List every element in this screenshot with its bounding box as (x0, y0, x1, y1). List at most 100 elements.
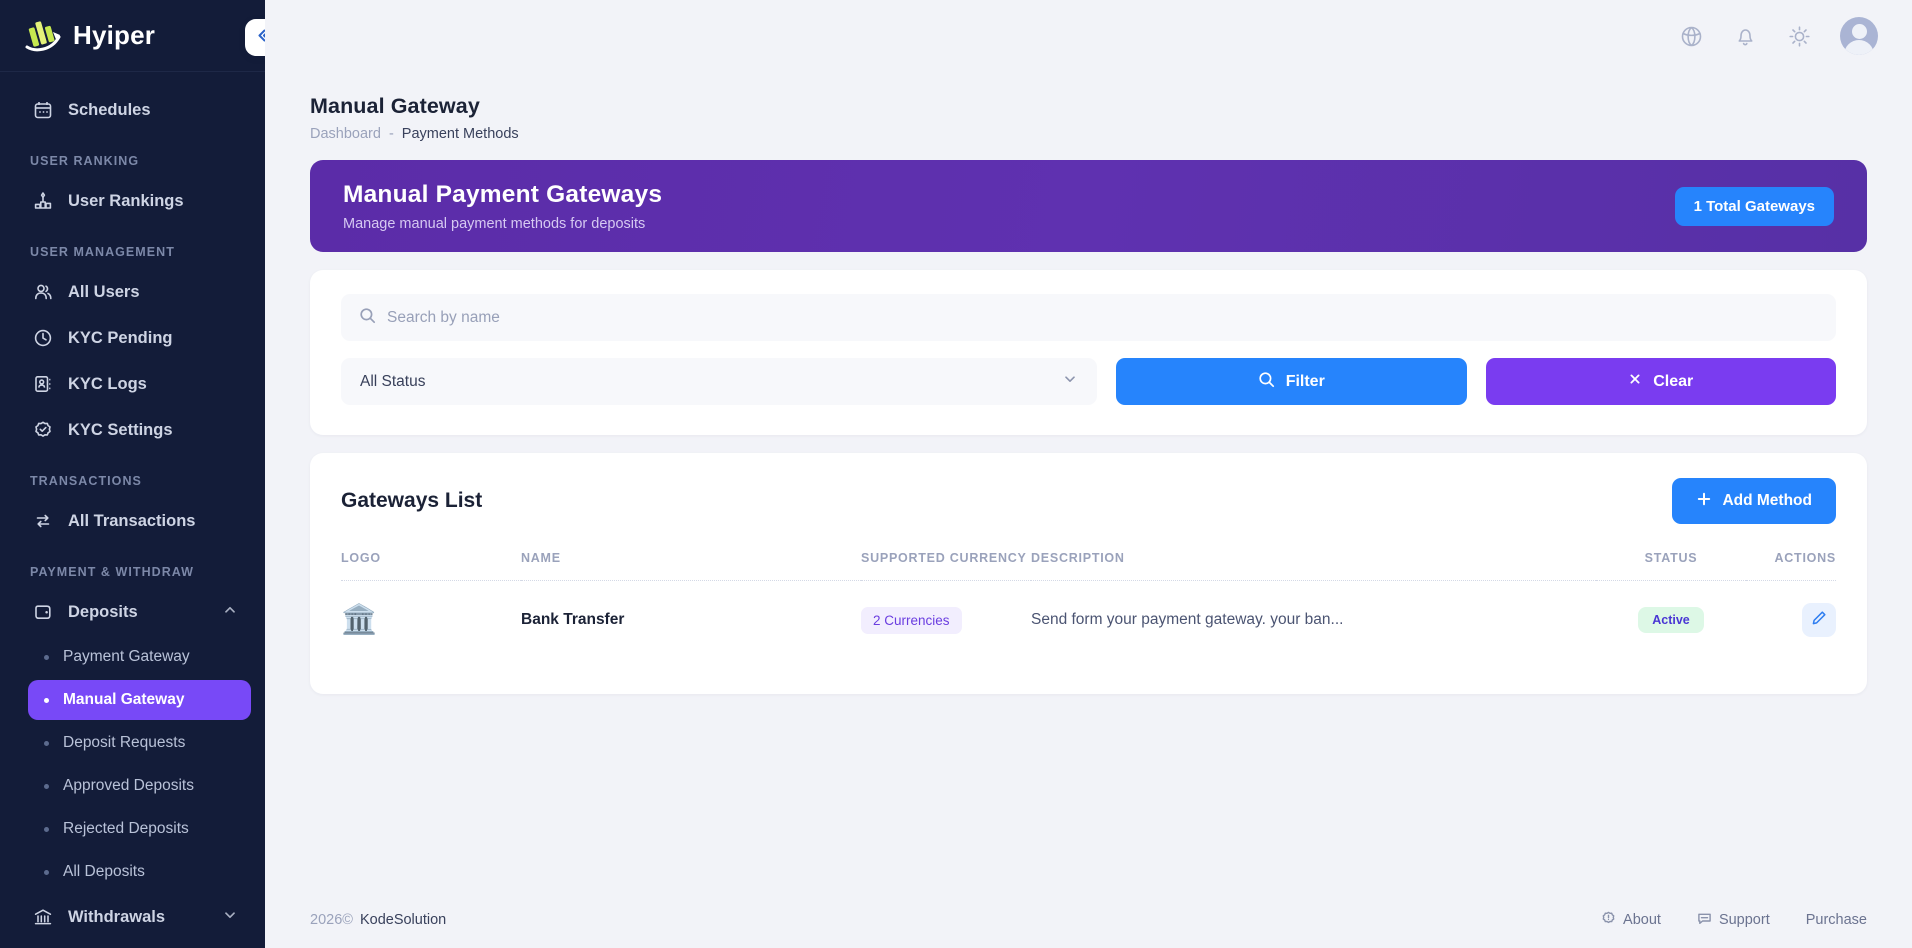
sidebar-item-label: Schedules (68, 100, 151, 119)
chevron-down-icon (1062, 371, 1078, 392)
column-header-logo: LOGO (341, 551, 521, 581)
top-bar (265, 0, 1912, 72)
sidebar-item-schedules[interactable]: Schedules (14, 88, 251, 132)
search-input[interactable] (387, 308, 1818, 327)
sidebar-item-label: KYC Logs (68, 374, 147, 393)
table-row[interactable]: 🏛️ Bank Transfer 2 Currencies Send form … (341, 581, 1836, 660)
footer-link-about[interactable]: About (1601, 911, 1661, 930)
banner-heading: Manual Payment Gateways (343, 180, 663, 208)
gateways-list-card: Gateways List Add Method LOGO NAME SUP (310, 453, 1867, 694)
sidebar-item-label: All Users (68, 282, 140, 301)
sidebar-item-user-rankings[interactable]: User Rankings (14, 179, 251, 223)
sidebar-nav: Schedules USER RANKING User Rankings USE… (0, 72, 265, 939)
search-icon (1258, 371, 1275, 393)
sun-icon[interactable] (1786, 23, 1812, 49)
footer-company: KodeSolution (359, 912, 447, 928)
sidebar-subitem-approved-deposits[interactable]: Approved Deposits (28, 766, 251, 806)
breadcrumb-current: Payment Methods (401, 126, 519, 142)
sidebar-section-payment-withdraw: PAYMENT & WITHDRAW (30, 565, 195, 579)
calendar-icon (32, 100, 53, 121)
add-method-label: Add Method (1722, 492, 1812, 509)
info-icon (1601, 911, 1616, 930)
close-icon (1628, 372, 1642, 391)
sidebar-subitem-label: Approved Deposits (63, 777, 194, 794)
chevron-up-icon (223, 603, 237, 622)
footer-copyright: 2026© KodeSolution (310, 912, 446, 928)
sidebar-item-withdrawals[interactable]: Withdrawals (14, 895, 251, 939)
list-header: Gateways List Add Method (341, 478, 1836, 524)
sidebar-subitem-label: Manual Gateway (63, 691, 185, 708)
sidebar-subitem-label: Rejected Deposits (63, 820, 189, 837)
id-card-icon (32, 374, 53, 395)
filter-button-label: Filter (1285, 372, 1325, 390)
sidebar-item-label: KYC Settings (68, 420, 173, 439)
gateway-logo: 🏛️ (341, 603, 378, 636)
sidebar-subitem-manual-gateway[interactable]: Manual Gateway (28, 680, 251, 720)
edit-pencil-icon (1811, 610, 1827, 631)
sidebar-item-deposits[interactable]: Deposits (14, 590, 251, 634)
sidebar-subitem-label: Payment Gateway (63, 648, 190, 665)
column-header-currency: SUPPORTED CURRENCY (861, 551, 1031, 581)
sidebar-item-kyc-logs[interactable]: KYC Logs (14, 362, 251, 406)
chevron-down-icon (223, 908, 237, 927)
footer-link-support[interactable]: Support (1697, 911, 1770, 930)
footer-links: About Support Purchase (1601, 911, 1867, 930)
avatar[interactable] (1840, 17, 1878, 55)
sidebar-item-kyc-settings[interactable]: KYC Settings (14, 408, 251, 452)
sidebar-section-user-management: USER MANAGEMENT (30, 245, 175, 259)
page-content: Manual Gateway Dashboard - Payment Metho… (265, 72, 1912, 892)
sidebar-item-kyc-pending[interactable]: KYC Pending (14, 316, 251, 360)
sidebar-subitem-all-deposits[interactable]: All Deposits (28, 852, 251, 892)
total-gateways-badge[interactable]: 1 Total Gateways (1674, 186, 1834, 226)
sidebar-subitem-rejected-deposits[interactable]: Rejected Deposits (28, 809, 251, 849)
column-header-description: DESCRIPTION (1031, 551, 1596, 581)
brand-logo-area[interactable]: Hyiper (0, 0, 265, 72)
sidebar-item-label: KYC Pending (68, 328, 173, 347)
bullet-icon (44, 869, 49, 875)
page-banner: Manual Payment Gateways Manage manual pa… (310, 160, 1867, 252)
sidebar-collapse-button[interactable] (245, 19, 265, 56)
table-header-row: LOGO NAME SUPPORTED CURRENCY DESCRIPTION… (341, 551, 1836, 581)
banner-text: Manual Payment Gateways Manage manual pa… (343, 181, 662, 232)
status-select-value: All Status (360, 372, 426, 390)
sidebar-item-all-transactions[interactable]: All Transactions (14, 499, 251, 543)
clear-button[interactable]: Clear (1485, 358, 1836, 405)
column-header-name: NAME (521, 551, 861, 581)
page-title: Manual Gateway (310, 94, 480, 118)
bell-icon[interactable] (1732, 23, 1758, 49)
clear-button-label: Clear (1653, 372, 1694, 390)
footer-year: 2026© (310, 912, 353, 928)
gateway-name: Bank Transfer (521, 611, 625, 628)
sidebar-item-all-users[interactable]: All Users (14, 270, 251, 314)
bullet-icon (44, 697, 49, 703)
breadcrumb-root[interactable]: Dashboard (310, 126, 381, 142)
exchange-icon (32, 511, 53, 532)
footer-link-label: About (1623, 912, 1661, 928)
avatar-body (1844, 40, 1874, 55)
brand-name: Hyiper (73, 20, 156, 50)
add-method-button[interactable]: Add Method (1672, 478, 1836, 524)
footer: 2026© KodeSolution About (265, 892, 1912, 948)
status-select[interactable]: All Status (341, 358, 1097, 405)
podium-icon (32, 191, 53, 212)
badge-check-icon (32, 420, 53, 441)
sidebar-subitem-deposit-requests[interactable]: Deposit Requests (28, 723, 251, 763)
sidebar-subitem-payment-gateway[interactable]: Payment Gateway (28, 637, 251, 677)
table-body: 🏛️ Bank Transfer 2 Currencies Send form … (341, 581, 1836, 660)
clock-icon (32, 328, 53, 349)
wallet-icon (32, 602, 53, 623)
filter-button[interactable]: Filter (1116, 358, 1467, 405)
list-title: Gateways List (341, 489, 483, 512)
bullet-icon (44, 654, 49, 660)
edit-gateway-button[interactable] (1802, 603, 1836, 637)
globe-grid-icon[interactable] (1678, 23, 1704, 49)
search-field-wrapper[interactable] (341, 294, 1836, 341)
hyiper-logo-icon (24, 19, 62, 53)
message-icon (1697, 911, 1712, 930)
column-header-status: STATUS (1596, 551, 1746, 581)
column-header-actions: ACTIONS (1746, 551, 1836, 581)
sidebar-subitem-label: All Deposits (63, 863, 145, 880)
breadcrumb-separator: - (388, 126, 394, 142)
chevron-double-left-icon (255, 27, 265, 49)
footer-link-purchase[interactable]: Purchase (1806, 912, 1867, 928)
